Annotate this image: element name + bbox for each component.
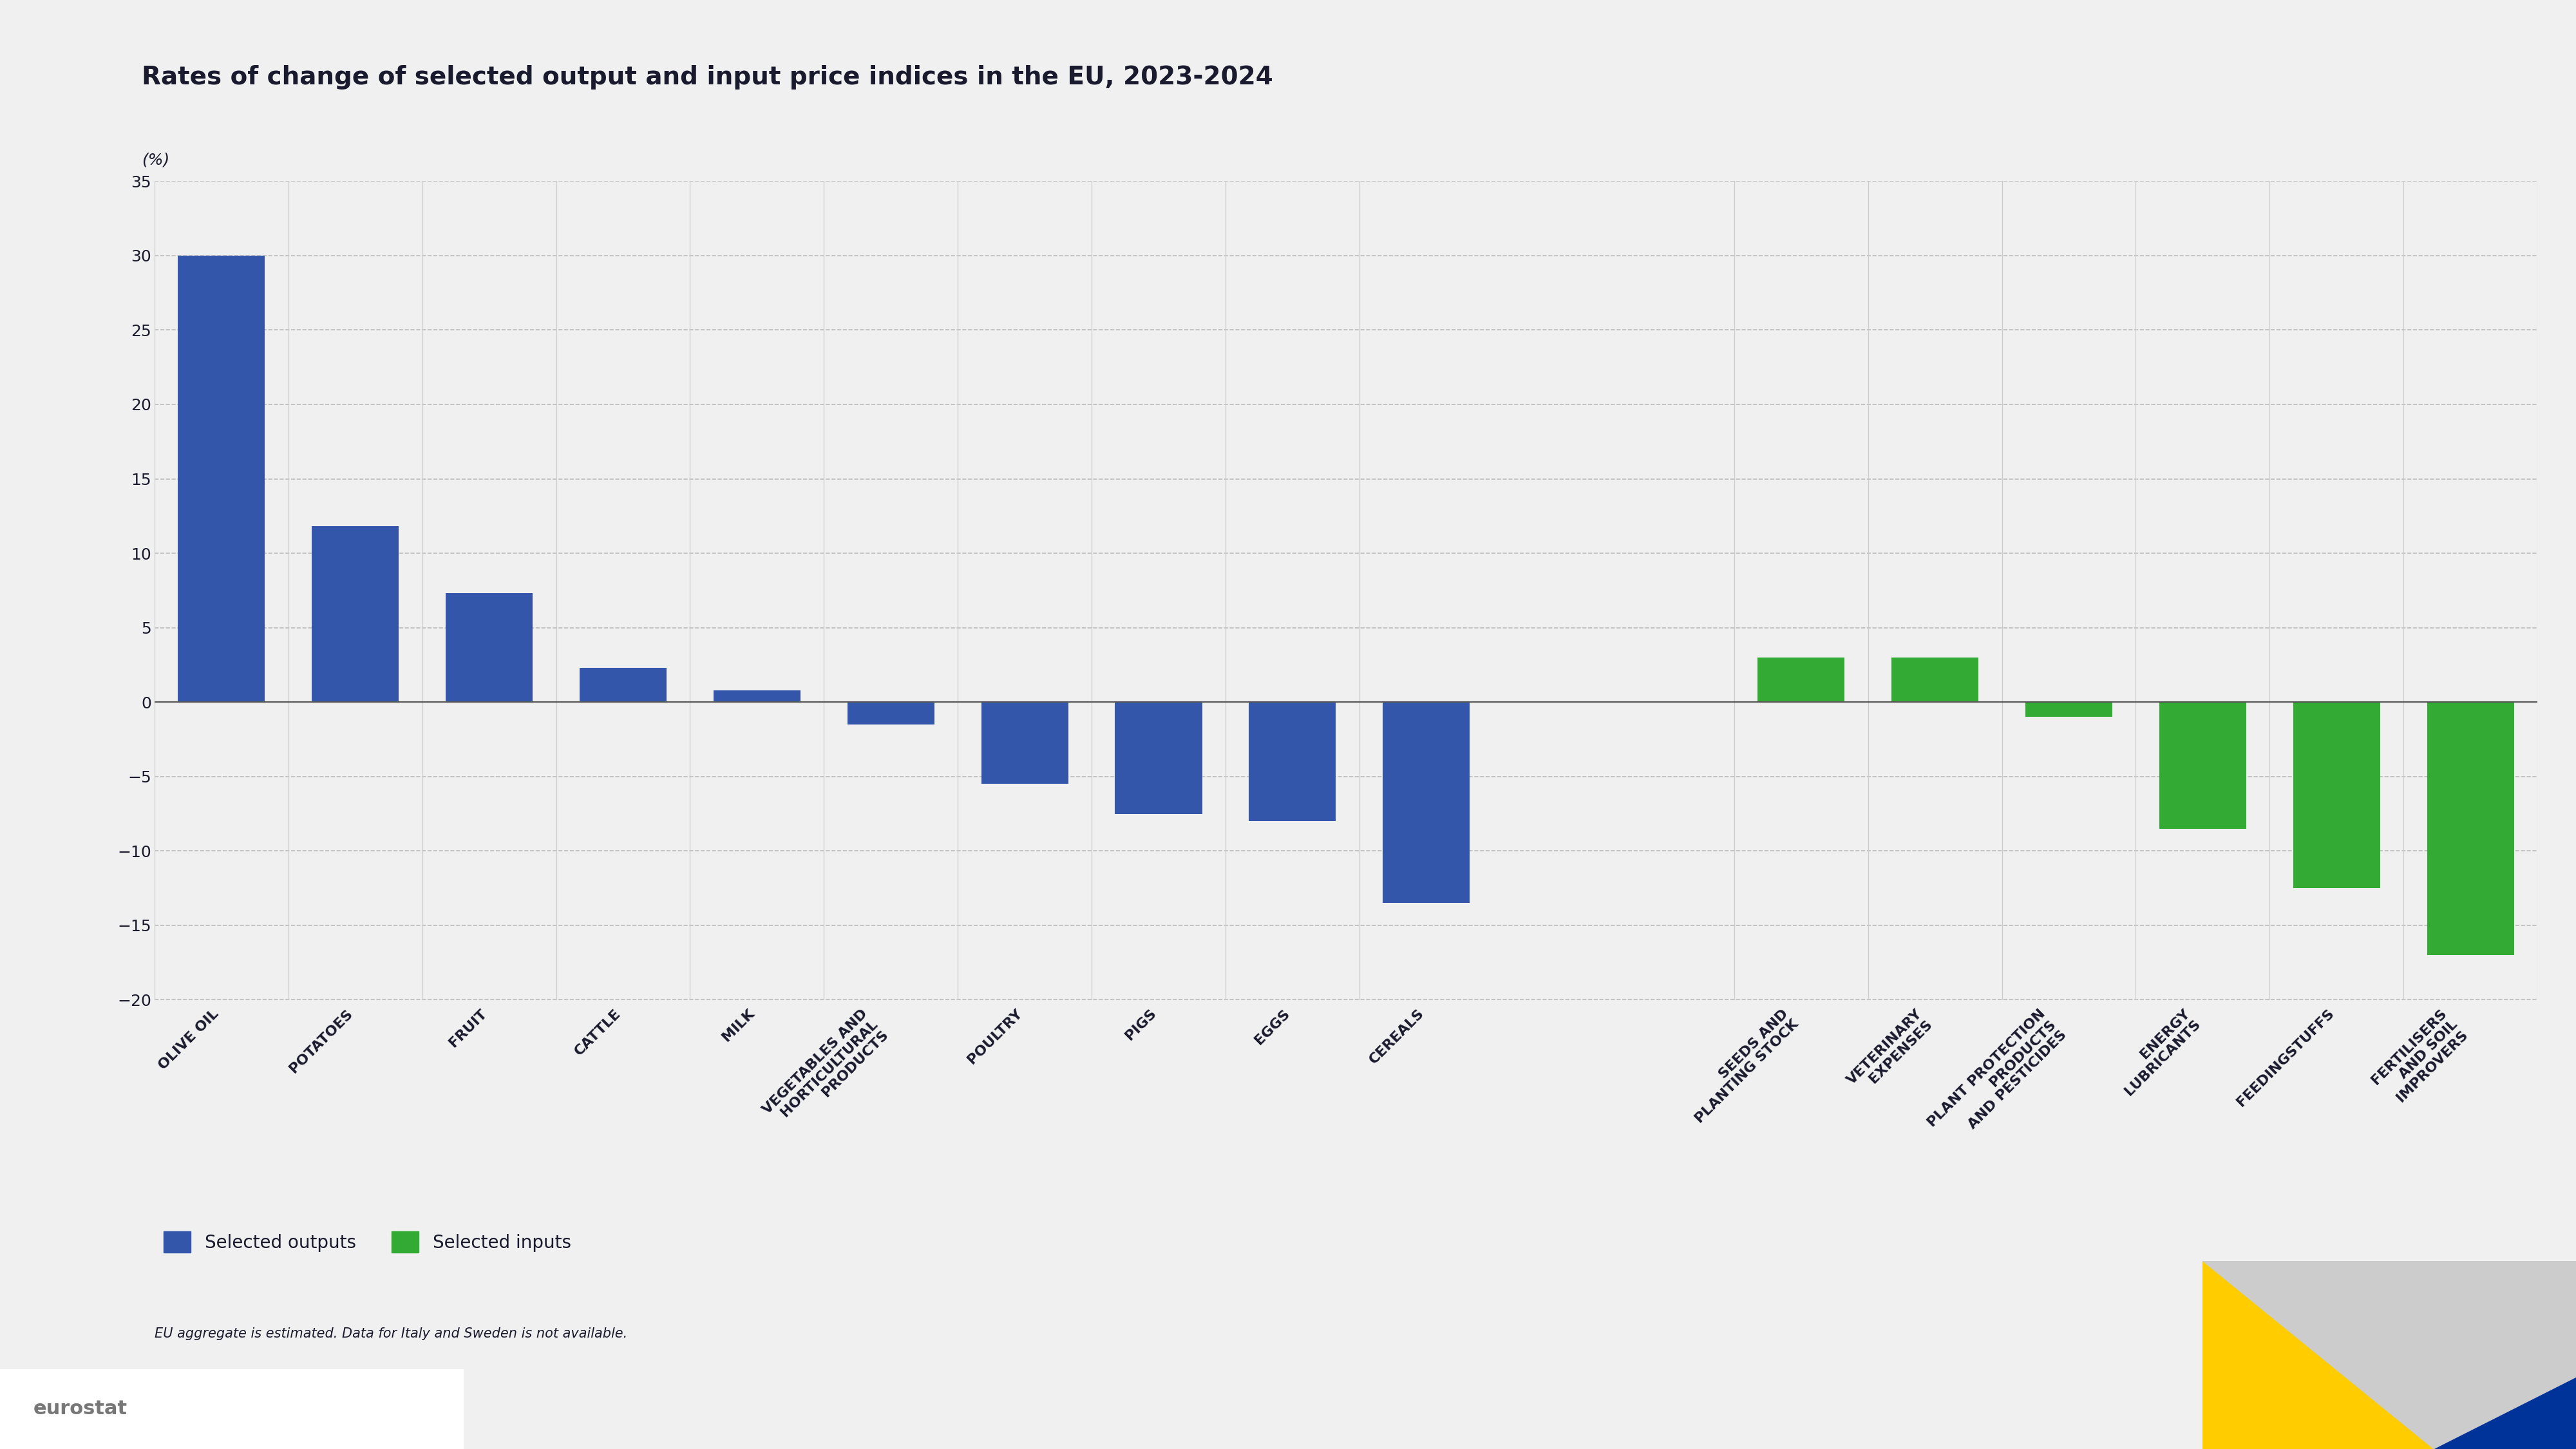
Bar (2025, 703, 2112, 717)
Text: Rates of change of selected output and input price indices in the EU, 2023-2024: Rates of change of selected output and i… (142, 65, 1273, 90)
Bar (1383, 703, 1471, 903)
Bar (848, 703, 935, 724)
Polygon shape (2202, 1261, 2434, 1449)
Text: eurostat: eurostat (33, 1400, 129, 1417)
Bar (178, 255, 265, 703)
Text: EU aggregate is estimated. Data for Italy and Sweden is not available.: EU aggregate is estimated. Data for Ital… (155, 1327, 629, 1340)
Bar (1115, 703, 1203, 814)
Polygon shape (2434, 1378, 2576, 1449)
Bar (580, 668, 667, 703)
Bar (2427, 703, 2514, 955)
Bar (1757, 658, 1844, 703)
Polygon shape (2202, 1261, 2576, 1449)
Bar (2293, 703, 2380, 888)
Bar (1249, 703, 1337, 822)
Bar (714, 690, 801, 703)
Legend: Selected outputs, Selected inputs: Selected outputs, Selected inputs (162, 1232, 572, 1253)
Bar (1891, 658, 1978, 703)
Bar (2159, 703, 2246, 829)
Bar (981, 703, 1069, 784)
Bar (446, 594, 533, 703)
Text: (%): (%) (142, 152, 170, 168)
Bar (312, 526, 399, 703)
